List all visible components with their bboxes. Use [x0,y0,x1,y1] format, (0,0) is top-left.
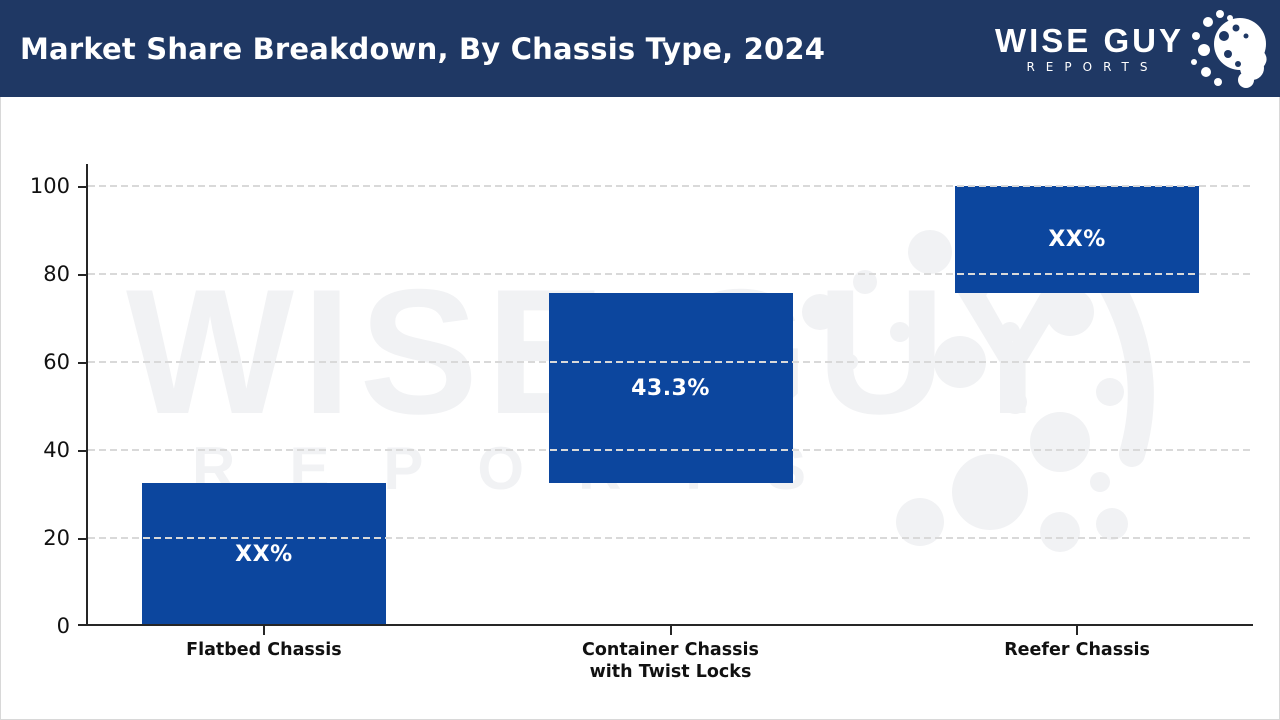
bar-value-label: XX% [235,542,293,568]
logo-wiseguy-text: WISE GUY [994,22,1184,59]
gridline-80 [88,273,1253,275]
y-tick-mark-100 [78,186,86,188]
bar-segment: XX% [141,483,386,626]
x-category-label: Reefer Chassis [1004,640,1150,660]
plot-area: 0 20 40 60 80 100 XX% 43.3% XX% Flatbed Chassis Co… [30,164,1253,682]
x-tick-mark [262,626,265,635]
y-tick-label-60: 60 [43,350,70,374]
logo-face-icon [1191,9,1267,88]
gridline-40 [88,449,1253,451]
page-title: Market Share Breakdown, By Chassis Type,… [20,31,826,66]
logo-reports-text: REPORTS [1026,60,1159,74]
x-category-label: Container Chassis with Twist Locks [582,640,759,682]
y-tick-mark-60 [78,362,86,364]
y-tick-label-100: 100 [29,174,70,198]
y-tick-mark-0 [78,624,86,626]
chart-region: WISE GUY REPORTS [0,97,1280,720]
y-tick-label-20: 20 [43,526,70,550]
x-category-label: Flatbed Chassis [186,640,342,660]
y-tick-label-80: 80 [43,262,70,286]
y-axis-line [86,164,88,626]
bar-segment: 43.3% [548,292,793,484]
y-tick-label-40: 40 [43,438,70,462]
bar-value-label: 43.3% [631,375,710,401]
gridline-60 [88,361,1253,363]
wise-guy-logo: WISE GUY REPORTS [995,6,1268,92]
bar-segment: XX% [955,186,1200,293]
gridline-20 [88,537,1253,539]
bar-value-label: XX% [1048,226,1106,252]
x-tick-mark [1076,626,1079,635]
gridline-100 [88,185,1253,187]
y-tick-mark-20 [78,538,86,540]
logo-text: WISE GUY REPORTS [995,24,1184,73]
y-tick-label-0: 0 [56,614,70,638]
header-bar: Market Share Breakdown, By Chassis Type,… [0,0,1280,97]
y-tick-mark-40 [78,450,86,452]
y-tick-mark-80 [78,274,86,276]
x-axis-line [86,624,1253,626]
x-tick-mark [669,626,672,635]
